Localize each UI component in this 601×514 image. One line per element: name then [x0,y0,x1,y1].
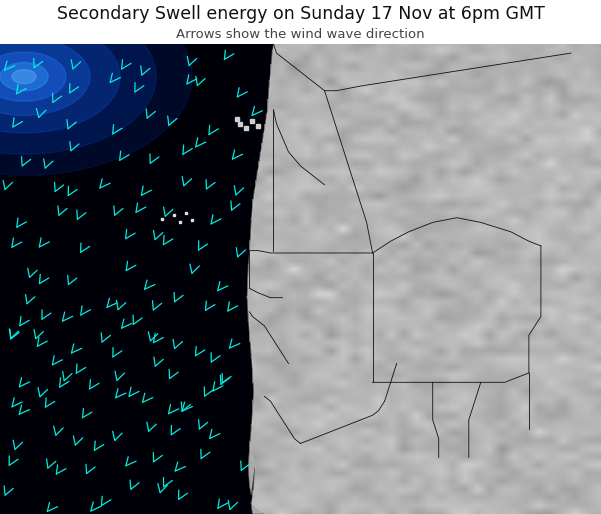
Ellipse shape [0,52,66,101]
Ellipse shape [0,20,120,133]
Polygon shape [247,44,601,514]
Ellipse shape [0,63,48,90]
Ellipse shape [0,0,156,154]
Ellipse shape [0,38,90,116]
Ellipse shape [0,0,192,175]
Text: Arrows show the wind wave direction: Arrows show the wind wave direction [176,28,425,41]
Ellipse shape [12,69,36,84]
Text: Secondary Swell energy on Sunday 17 Nov at 6pm GMT: Secondary Swell energy on Sunday 17 Nov … [56,5,545,23]
